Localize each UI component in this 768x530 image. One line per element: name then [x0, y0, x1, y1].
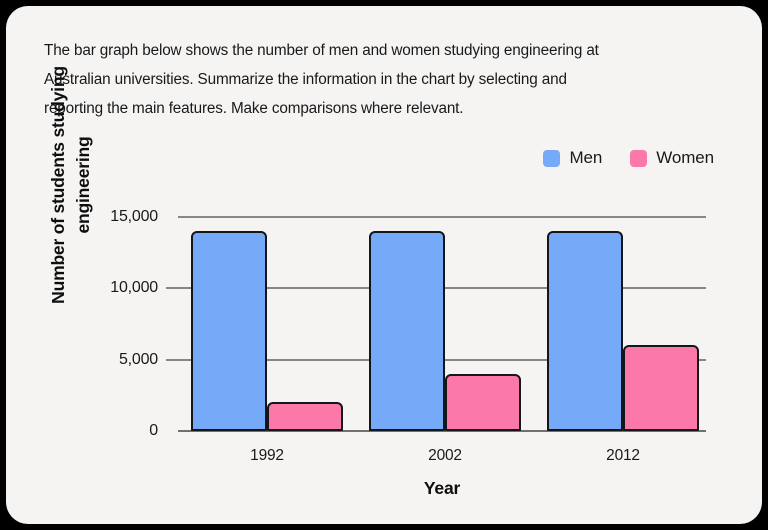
gridline-15000	[178, 216, 706, 218]
y-tick-mark-5000	[166, 358, 179, 361]
gridline-10000	[178, 287, 706, 290]
x-tick-label-1992: 1992	[250, 447, 284, 464]
legend-item-men: Men	[543, 148, 602, 168]
bar-women-2002	[445, 373, 521, 431]
x-tick-label-2012: 2012	[606, 447, 640, 464]
y-tick-label-15000: 15,000	[110, 208, 158, 225]
legend-item-women: Women	[630, 148, 714, 168]
legend-label-men: Men	[569, 148, 603, 167]
gridline-0	[178, 430, 706, 432]
prompt-line-2: Australian universities. Summarize the i…	[44, 71, 567, 88]
legend-label-women: Women	[656, 148, 714, 167]
bar-women-2012	[623, 345, 699, 431]
bar-women-1992	[267, 402, 343, 431]
task-prompt: The bar graph below shows the number of …	[44, 36, 720, 123]
y-axis-title-line-2: engineering	[73, 136, 93, 234]
y-tick-mark-10000	[166, 287, 179, 290]
x-axis-title: Year	[423, 478, 461, 498]
chart-legend: Men Women	[406, 145, 714, 171]
legend-swatch-men	[543, 149, 561, 167]
legend-swatch-women	[630, 149, 648, 167]
y-tick-label-10000: 10,000	[110, 279, 158, 297]
bar-men-2002	[369, 231, 445, 431]
bar-men-2012	[547, 231, 623, 431]
prompt-line-1: The bar graph below shows the number of …	[44, 42, 599, 59]
gridline-5000	[178, 358, 706, 361]
x-tick-label-2002: 2002	[428, 447, 462, 464]
bar-men-1992	[191, 231, 267, 431]
y-tick-label-0: 0	[149, 422, 158, 439]
prompt-card: The bar graph below shows the number of …	[6, 6, 762, 524]
prompt-line-3: reporting the main features. Make compar…	[44, 100, 464, 117]
y-tick-label-5000: 5,000	[118, 350, 158, 368]
